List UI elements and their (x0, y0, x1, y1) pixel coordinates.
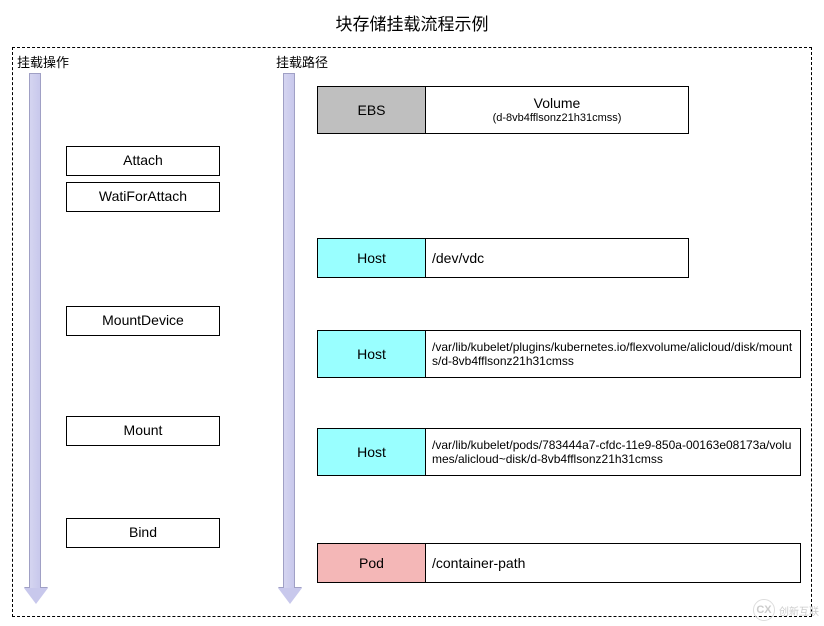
diagram-container: 挂载操作 挂载路径 Attach WatiForAttach MountDevice… (12, 47, 812, 617)
path-row: Host/var/lib/kubelet/pods/783444a7-cfdc-… (317, 428, 801, 476)
op-box: WatiForAttach (66, 182, 220, 212)
path-row-value-sub: (d-8vb4fflsonz21h31cmss) (493, 112, 622, 125)
arrow-paths (283, 74, 295, 588)
op-box: MountDevice (66, 306, 220, 336)
path-row: Host/dev/vdc (317, 238, 689, 278)
path-row-value: /container-path (426, 544, 800, 582)
path-row-label: EBS (318, 87, 426, 133)
op-box: Mount (66, 416, 220, 446)
path-row-value: /var/lib/kubelet/pods/783444a7-cfdc-11e9… (426, 429, 800, 475)
path-row-label: Host (318, 331, 426, 377)
path-row-value-main: Volume (534, 95, 581, 112)
op-box: Bind (66, 518, 220, 548)
diagram-title: 块存储挂载流程示例 (12, 10, 812, 35)
path-row-label: Host (318, 239, 426, 277)
label-operations: 挂载操作 (17, 52, 69, 71)
op-box: Attach (66, 146, 220, 176)
watermark-icon: CX (753, 599, 775, 621)
path-row-label: Host (318, 429, 426, 475)
arrow-operations (29, 74, 41, 588)
watermark: CX 创新互联 (753, 599, 819, 621)
path-row-value: /var/lib/kubelet/plugins/kubernetes.io/f… (426, 331, 800, 377)
path-row: Host/var/lib/kubelet/plugins/kubernetes.… (317, 330, 801, 378)
arrow-head-icon (278, 588, 302, 604)
watermark-text: 创新互联 (779, 603, 819, 618)
label-path: 挂载路径 (276, 52, 328, 71)
path-row-value: Volume(d-8vb4fflsonz21h31cmss) (426, 87, 688, 133)
arrow-head-icon (24, 588, 48, 604)
path-row: Pod/container-path (317, 543, 801, 583)
path-row: EBSVolume(d-8vb4fflsonz21h31cmss) (317, 86, 689, 134)
path-row-label: Pod (318, 544, 426, 582)
path-row-value: /dev/vdc (426, 239, 688, 277)
